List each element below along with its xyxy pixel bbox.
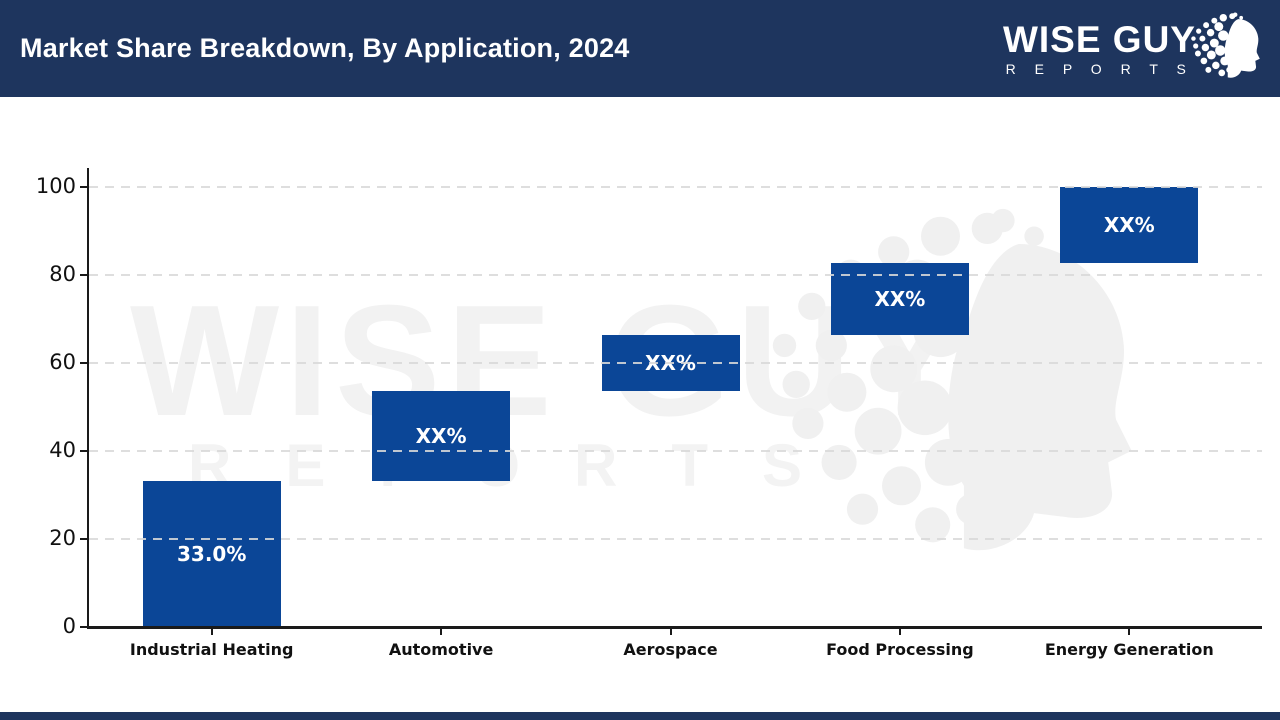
y-tick-mark <box>80 186 87 188</box>
x-tick-mark <box>210 628 213 635</box>
bar-value-label: XX% <box>415 424 467 449</box>
y-tick-mark <box>80 537 87 540</box>
bar-value-label: XX% <box>874 287 926 312</box>
x-tick-label: Aerospace <box>623 640 718 659</box>
footer-bar <box>0 712 1280 720</box>
bar: XX% <box>372 391 511 482</box>
y-gridline <box>89 537 1262 540</box>
bar: 33.0% <box>142 481 281 627</box>
x-tick-label: Food Processing <box>826 640 974 659</box>
brand-face-icon <box>1191 11 1260 78</box>
y-gridline <box>89 273 1262 276</box>
x-tick-label: Automotive <box>388 640 494 659</box>
x-tick-label: Energy Generation <box>1044 640 1214 659</box>
bar-value-label: XX% <box>1103 213 1155 238</box>
y-tick-mark <box>80 273 87 276</box>
x-tick-mark <box>440 628 443 635</box>
brand-text: WISE GUY R E P O R T S <box>1003 21 1196 77</box>
bar: XX% <box>1060 187 1199 264</box>
x-tick-mark <box>898 628 901 635</box>
y-tick-label: 0 <box>62 613 76 638</box>
y-gridline <box>89 449 1262 452</box>
y-tick-label: 20 <box>49 525 76 550</box>
brand-name: WISE GUY <box>1002 18 1196 60</box>
bar-value-label: 33.0% <box>176 541 247 566</box>
header: Market Share Breakdown, By Application, … <box>0 0 1280 97</box>
x-axis-line <box>87 625 1262 629</box>
y-tick-mark <box>80 361 87 364</box>
x-tick-mark <box>669 628 672 635</box>
y-gridline <box>89 361 1262 364</box>
y-tick-mark <box>80 625 87 628</box>
y-gridline <box>89 186 1262 188</box>
y-tick-label: 60 <box>49 349 76 374</box>
page-title: Market Share Breakdown, By Application, … <box>20 33 630 63</box>
y-tick-label: 100 <box>35 174 76 198</box>
brand-logo: WISE GUY R E P O R T S <box>1003 11 1268 87</box>
y-tick-label: 40 <box>49 437 76 462</box>
y-tick-label: 80 <box>49 261 76 286</box>
brand-subtitle: R E P O R T S <box>1005 60 1194 77</box>
x-tick-label: Industrial Heating <box>129 640 294 659</box>
y-tick-mark <box>80 449 87 452</box>
x-tick-mark <box>1128 628 1131 635</box>
y-axis-line <box>87 168 89 629</box>
